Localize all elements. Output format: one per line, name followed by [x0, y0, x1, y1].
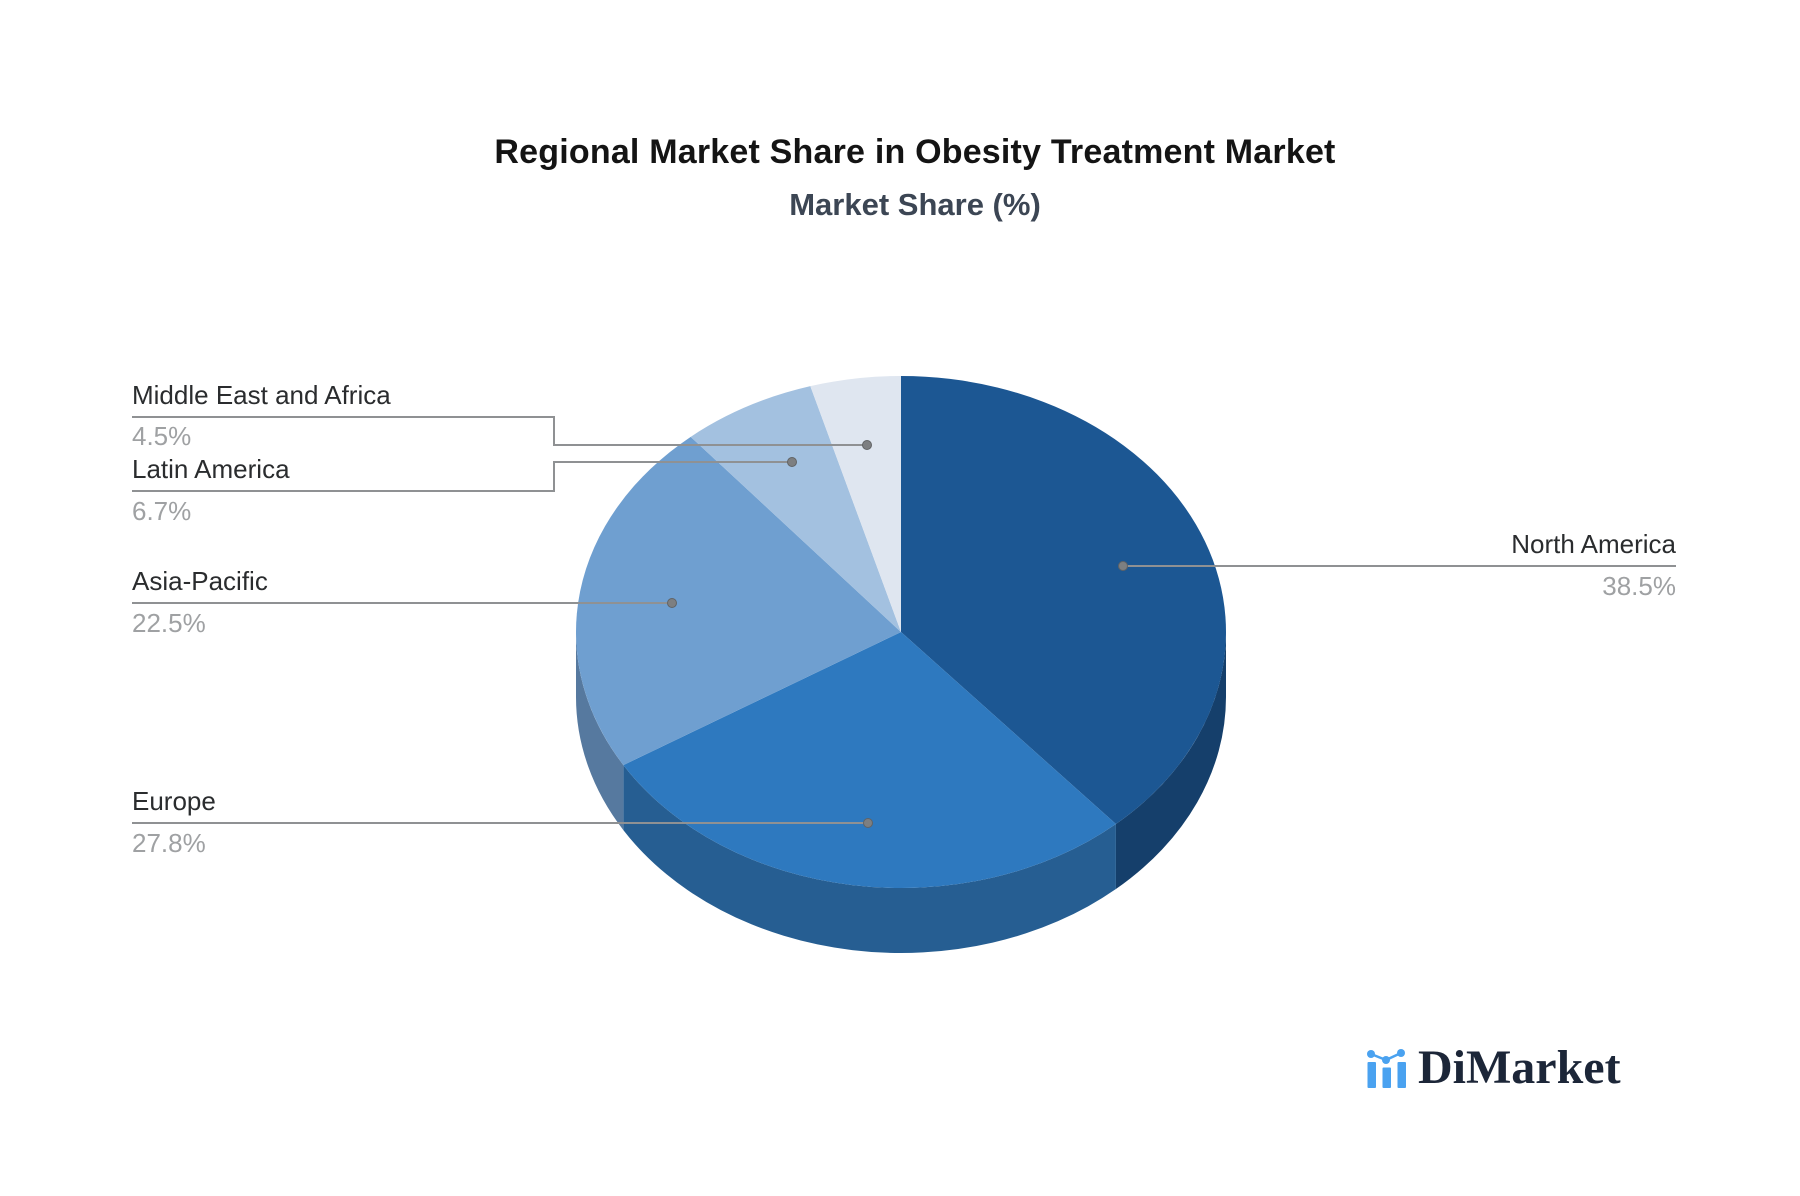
chart-title: Regional Market Share in Obesity Treatme… — [494, 133, 1336, 171]
pie-slice-middle-east-and-africa — [810, 376, 901, 632]
slice-value-middle-east-and-africa: 4.5% — [132, 421, 192, 451]
pie-slice-side-europe — [623, 765, 1116, 953]
bar-chart-sparkline-logo-icon — [1367, 1049, 1406, 1088]
pie-slice-north-america — [901, 376, 1226, 825]
slice-label-europe: Europe — [132, 786, 216, 816]
slice-value-asia-pacific: 22.5% — [132, 608, 206, 638]
slice-label-middle-east-and-africa: Middle East and Africa — [132, 380, 391, 410]
dimarket-logo: DiMarket — [1367, 1044, 1621, 1092]
leader-dot-latin-america — [787, 457, 797, 467]
leader-dot-asia-pacific — [667, 598, 677, 608]
pie-slice-asia-pacific — [576, 436, 901, 766]
leader-line-middle-east-and-africa — [132, 416, 867, 446]
leader-dot-north-america — [1118, 561, 1128, 571]
slice-value-north-america: 38.5% — [1602, 571, 1676, 601]
chart-subtitle: Market Share (%) — [789, 187, 1041, 222]
pie-slice-side-north-america — [1115, 632, 1226, 890]
slice-label-asia-pacific: Asia-Pacific — [132, 566, 268, 596]
pie-slice-latin-america — [690, 386, 901, 632]
leader-dot-europe — [863, 818, 873, 828]
leader-dot-middle-east-and-africa — [862, 440, 872, 450]
slice-value-europe: 27.8% — [132, 828, 206, 858]
slice-label-latin-america: Latin America — [132, 454, 290, 484]
dimarket-logo-text: DiMarket — [1418, 1041, 1621, 1094]
slice-value-latin-america: 6.7% — [132, 496, 192, 526]
pie-slice-side-asia-pacific — [576, 632, 624, 831]
slice-label-north-america: North America — [1511, 529, 1676, 559]
leader-line-latin-america — [132, 461, 792, 492]
